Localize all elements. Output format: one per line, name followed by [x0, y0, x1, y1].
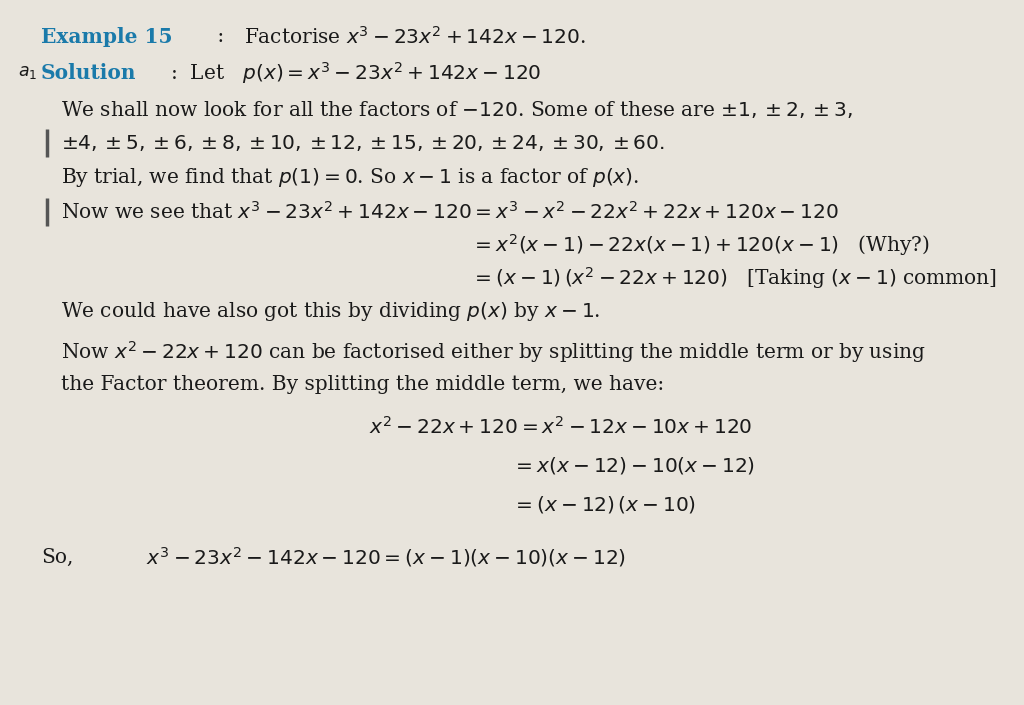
Text: Solution: Solution — [41, 63, 136, 82]
Text: Factorise $x^3-23x^2+142x-120$.: Factorise $x^3-23x^2+142x-120$. — [244, 25, 586, 48]
Text: So,: So, — [41, 548, 74, 566]
Text: the Factor theorem. By splitting the middle term, we have:: the Factor theorem. By splitting the mid… — [61, 375, 665, 393]
Text: $= x(x-12)-10(x-12)$: $= x(x-12)-10(x-12)$ — [512, 455, 755, 476]
Text: $x^3-23x^2-142x-120 = (x-1)(x-10)(x-12)$: $x^3-23x^2-142x-120 = (x-1)(x-10)(x-12)$ — [83, 545, 626, 569]
Text: Now $x^2-22x+120$ can be factorised either by splitting the middle term or by us: Now $x^2-22x+120$ can be factorised eith… — [61, 340, 927, 365]
Text: By trial, we find that $p(1)=0$. So $x-1$ is a factor of $p(x)$.: By trial, we find that $p(1)=0$. So $x-1… — [61, 166, 640, 189]
Text: :: : — [211, 27, 237, 46]
Text: :  Let   $p(x) = x^3-23x^2+142x-120$: : Let $p(x) = x^3-23x^2+142x-120$ — [164, 60, 542, 85]
Text: $= x^2(x-1)-22x(x-1)+120(x-1)$   (Why?): $= x^2(x-1)-22x(x-1)+120(x-1)$ (Why?) — [471, 233, 930, 258]
Text: $a_1$: $a_1$ — [18, 64, 38, 81]
Text: $= (x-1)\,(x^2-22x+120)$   [Taking $(x-1)$ common]: $= (x-1)\,(x^2-22x+120)$ [Taking $(x-1)$… — [471, 266, 997, 291]
Text: $\pm4, \pm5, \pm6, \pm8, \pm10, \pm12, \pm15, \pm20, \pm24, \pm30, \pm60.$: $\pm4, \pm5, \pm6, \pm8, \pm10, \pm12, \… — [61, 133, 666, 153]
Text: $= (x-12)\,(x-10)$: $= (x-12)\,(x-10)$ — [512, 493, 696, 515]
Text: Example 15: Example 15 — [41, 27, 172, 47]
Text: Now we see that $x^3-23x^2+142x-120 = x^3-x^2-22x^2+22x+120x-120$: Now we see that $x^3-23x^2+142x-120 = x^… — [61, 201, 840, 223]
Text: We shall now look for all the factors of $-120$. Some of these are $\pm1, \pm2, : We shall now look for all the factors of… — [61, 99, 853, 120]
Text: $x^2-22x+120 = x^2-12x-10x+120$: $x^2-22x+120 = x^2-12x-10x+120$ — [369, 415, 752, 438]
Text: We could have also got this by dividing $p(x)$ by $x-1$.: We could have also got this by dividing … — [61, 300, 601, 323]
